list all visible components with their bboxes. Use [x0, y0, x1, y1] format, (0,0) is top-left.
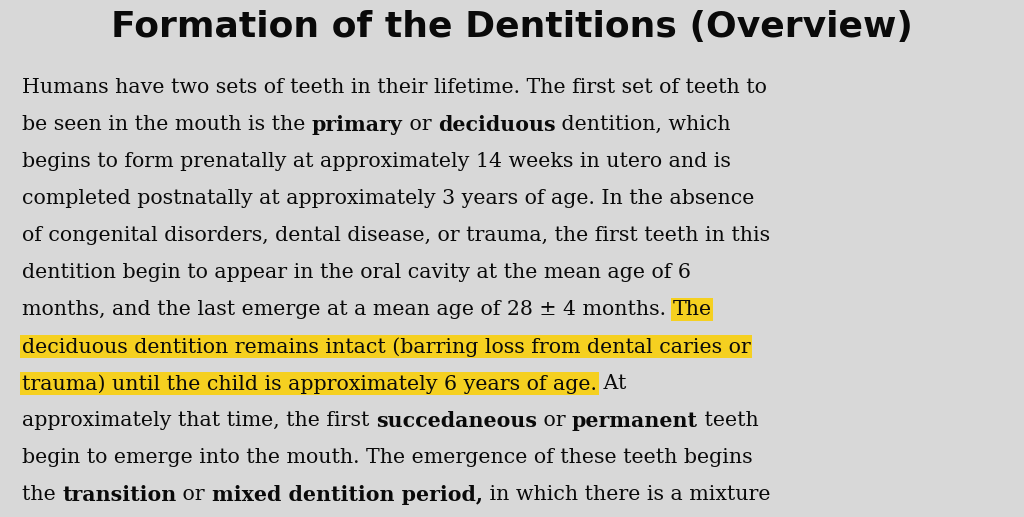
Text: of congenital disorders, dental disease, or trauma, the first teeth in this: of congenital disorders, dental disease,…	[22, 226, 770, 245]
Text: transition: transition	[62, 485, 176, 505]
Text: The: The	[673, 300, 712, 319]
Text: At: At	[597, 374, 627, 393]
Text: permanent: permanent	[572, 411, 698, 431]
Text: the: the	[22, 485, 62, 504]
Text: months, and the last emerge at a mean age of 28 ± 4 months.: months, and the last emerge at a mean ag…	[22, 300, 673, 319]
Text: or: or	[176, 485, 212, 504]
Text: primary: primary	[312, 115, 402, 135]
Text: succedaneous: succedaneous	[376, 411, 537, 431]
Text: deciduous: deciduous	[437, 115, 555, 135]
Text: deciduous dentition remains intact (barring loss from dental caries or: deciduous dentition remains intact (barr…	[22, 337, 751, 357]
Text: or: or	[402, 115, 437, 134]
Text: Formation of the Dentitions (Overview): Formation of the Dentitions (Overview)	[111, 10, 913, 44]
Text: completed postnatally at approximately 3 years of age. In the absence: completed postnatally at approximately 3…	[22, 189, 755, 208]
Text: dentition begin to appear in the oral cavity at the mean age of 6: dentition begin to appear in the oral ca…	[22, 263, 691, 282]
Text: teeth: teeth	[698, 411, 759, 430]
Text: Humans have two sets of teeth in their lifetime. The first set of teeth to: Humans have two sets of teeth in their l…	[22, 78, 767, 97]
Text: be seen in the mouth is the: be seen in the mouth is the	[22, 115, 312, 134]
Text: or: or	[537, 411, 572, 430]
Text: trauma) until the child is approximately 6 years of age.: trauma) until the child is approximately…	[22, 374, 597, 393]
Text: begins to form prenatally at approximately 14 weeks in utero and is: begins to form prenatally at approximate…	[22, 152, 731, 171]
Text: dentition, which: dentition, which	[555, 115, 731, 134]
Text: begin to emerge into the mouth. The emergence of these teeth begins: begin to emerge into the mouth. The emer…	[22, 448, 753, 467]
Text: approximately that time, the first: approximately that time, the first	[22, 411, 376, 430]
Text: in which there is a mixture: in which there is a mixture	[482, 485, 770, 504]
Text: mixed dentition period,: mixed dentition period,	[212, 485, 482, 505]
